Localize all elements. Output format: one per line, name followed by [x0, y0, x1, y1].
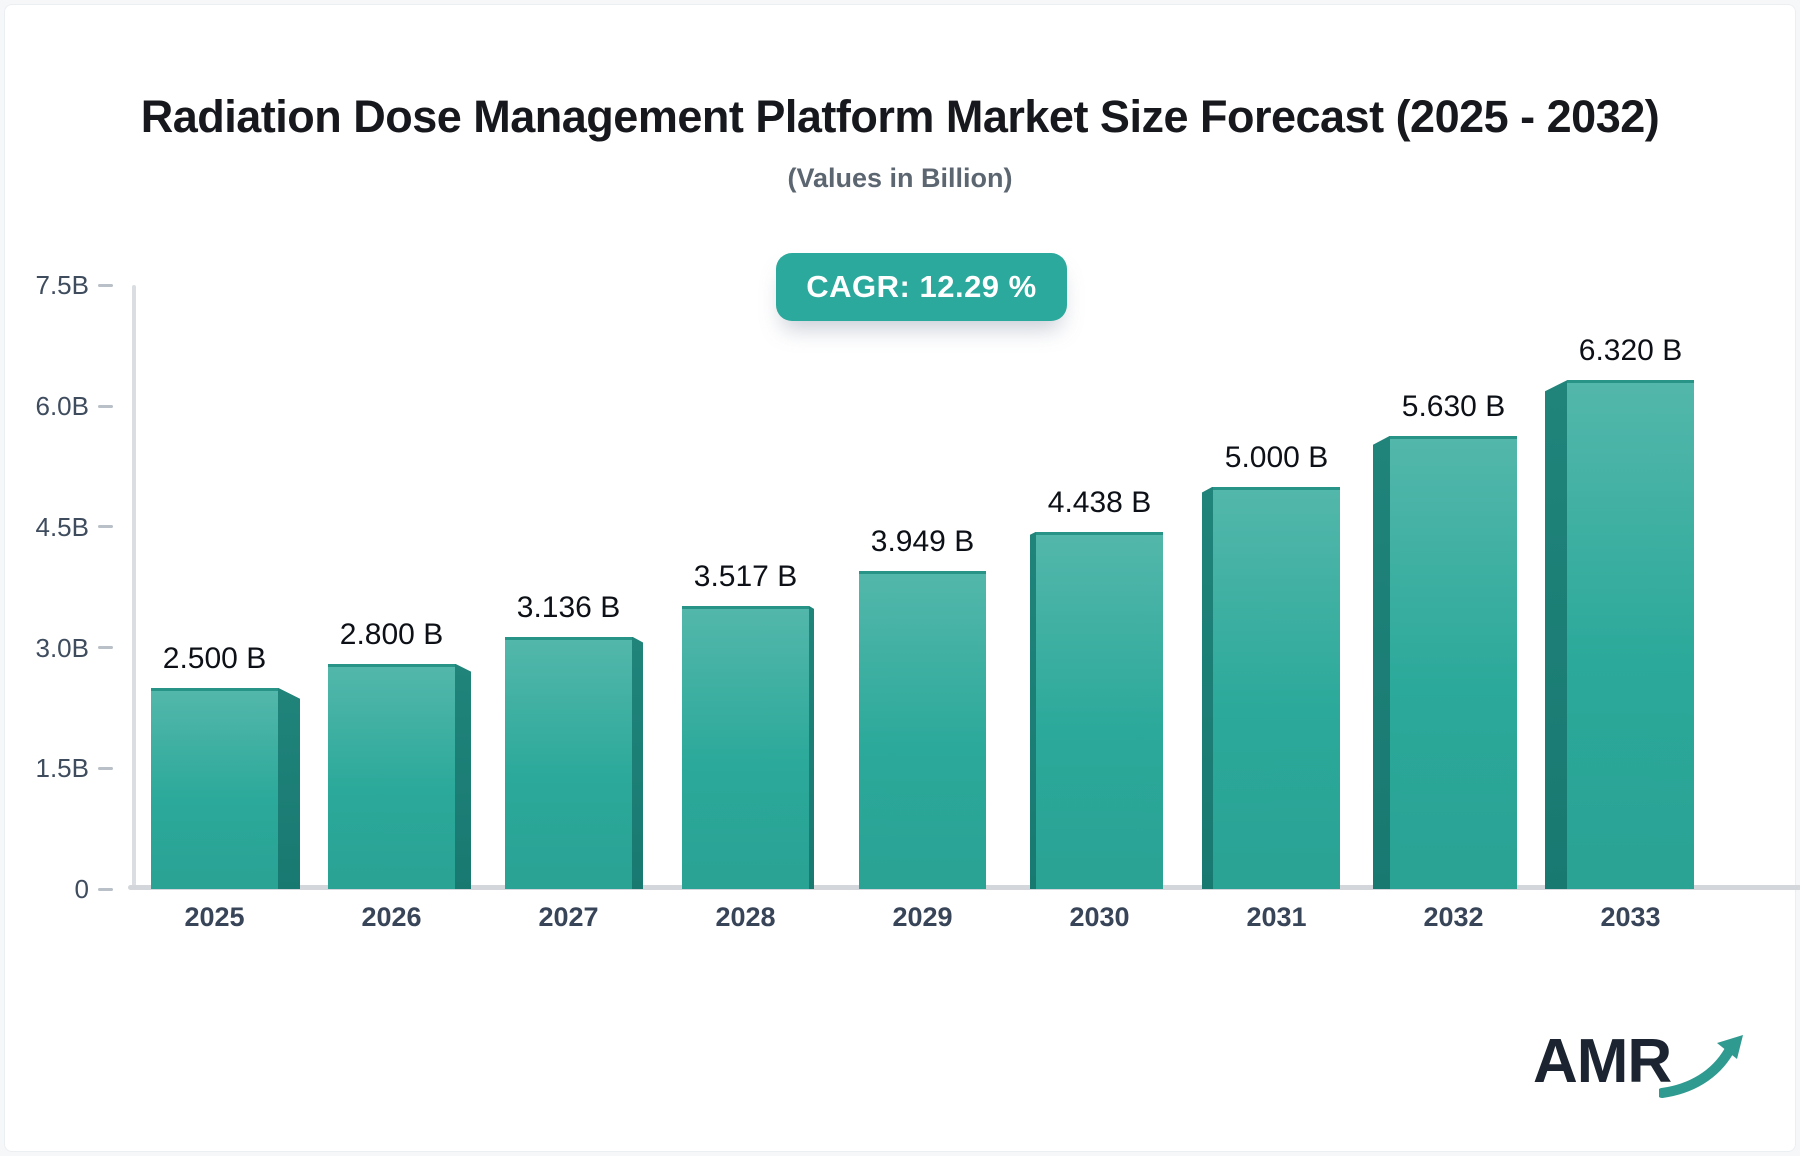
y-tick-dash [98, 766, 113, 770]
bar-side-2031 [1202, 486, 1213, 889]
y-tick-dash [98, 283, 113, 287]
x-tick-label-2028: 2028 [715, 902, 776, 932]
y-tick-dash [98, 525, 113, 529]
bar-2031 [1213, 486, 1340, 889]
chart-subtitle: (Values in Billion) [787, 163, 1013, 193]
bar-side-2027 [632, 636, 643, 889]
growth-arrow-icon [1659, 1035, 1744, 1098]
bar-side-2030 [1030, 531, 1036, 889]
y-tick-label: 1.5B [35, 753, 90, 784]
bar-side-2025 [278, 687, 300, 889]
y-tick-label: 6.0B [35, 391, 90, 421]
x-tick-label-2026: 2026 [361, 902, 422, 932]
y-tick-dash [98, 404, 113, 408]
x-tick-label-2030: 2030 [1069, 902, 1130, 932]
bar-value-label-2028: 3.517 B [693, 559, 798, 593]
y-tick-label: 4.5B [35, 511, 90, 542]
bar-value-label-2025: 2.500 B [162, 641, 267, 675]
bar-2025 [151, 687, 278, 889]
bar-2032 [1390, 435, 1517, 889]
bar-side-2026 [455, 663, 471, 889]
bar-2029 [859, 571, 986, 889]
y-tick-label: 3.0B [35, 632, 90, 663]
bar-2026 [328, 663, 455, 889]
x-tick-label-2032: 2032 [1423, 902, 1484, 932]
bar-2028 [682, 605, 809, 889]
bar-value-label-2027: 3.136 B [516, 590, 621, 624]
y-tick-dash [98, 646, 113, 649]
bar-value-label-2029: 3.949 B [870, 525, 975, 559]
bar-value-label-2033: 6.320 B [1578, 334, 1683, 368]
cagr-badge: CAGR: 12.29 % [776, 253, 1067, 321]
bar-side-2032 [1373, 435, 1390, 889]
brand-logo-text: AMR [1533, 1027, 1672, 1096]
cagr-badge-label: CAGR: 12.29 % [806, 269, 1037, 304]
x-tick-label-2027: 2027 [538, 902, 599, 932]
x-tick-label-2025: 2025 [184, 902, 245, 932]
x-tick-label-2033: 2033 [1600, 902, 1661, 932]
chart-card: Radiation Dose Management Platform Marke… [4, 4, 1800, 1152]
bar-chart: 7.5B 6.0B 4.5B 3.0B 1.5B 0 2.500 B 2025 2.800 B 2… [5, 5, 1800, 1151]
bar-2033 [1567, 380, 1694, 889]
chart-title: Radiation Dose Management Platform Marke… [140, 91, 1660, 142]
bar-2030 [1036, 531, 1163, 889]
bar-2027 [505, 636, 632, 889]
bar-value-label-2032: 5.630 B [1401, 389, 1506, 423]
y-tick-label: 0 [74, 874, 89, 904]
y-axis-line [132, 285, 136, 889]
bar-value-label-2030: 4.438 B [1047, 485, 1152, 519]
bar-value-label-2031: 5.000 B [1224, 440, 1329, 474]
bar-value-label-2026: 2.800 B [339, 617, 444, 651]
x-tick-label-2031: 2031 [1246, 902, 1307, 932]
x-tick-label-2029: 2029 [892, 902, 953, 932]
bar-side-2033 [1545, 380, 1567, 889]
brand-logo: AMR [1533, 1029, 1759, 1099]
y-tick-dash [98, 887, 113, 891]
bar-side-2028 [809, 605, 814, 889]
y-tick-label: 7.5B [35, 270, 90, 301]
